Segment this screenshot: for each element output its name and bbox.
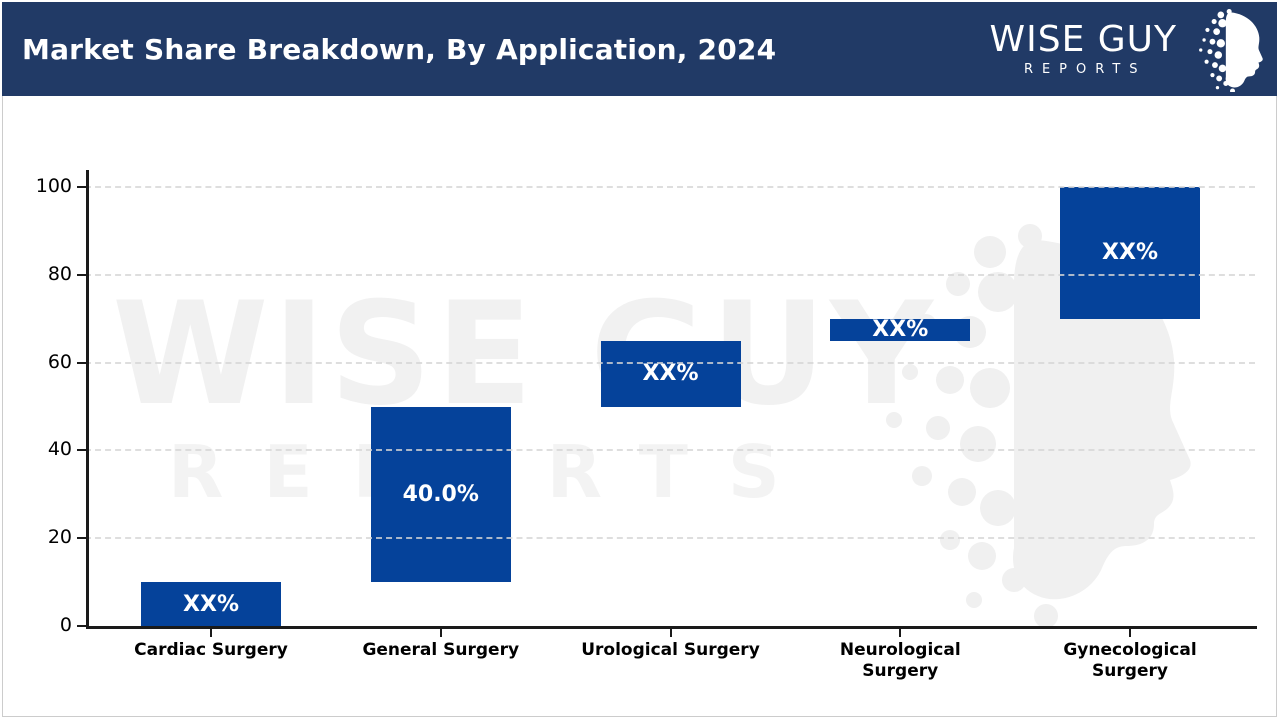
bar: XX%: [1060, 187, 1200, 319]
y-tick-label: 80: [47, 262, 72, 285]
logo-face-icon: [1199, 9, 1263, 92]
gridline-80: [85, 273, 1255, 276]
bar-label: XX%: [872, 317, 929, 343]
y-tick-mark: [77, 449, 86, 452]
gridline-100: [85, 186, 1255, 188]
page-title: Market Share Breakdown, By Application, …: [22, 32, 777, 66]
bar: 40.0%: [370, 406, 511, 583]
x-tick-mark: [669, 629, 672, 637]
watermark-face-icon: [886, 224, 1191, 628]
y-axis-spine: [86, 170, 89, 629]
x-tick-mark: [899, 629, 902, 637]
bar: XX%: [141, 582, 281, 626]
plot-area: XX% 40.0% XX% XX% XX%: [85, 186, 1255, 626]
logo-wordmark: WISE GUY: [989, 18, 1177, 60]
x-tick-mark: [1129, 629, 1131, 637]
gridline-20: [85, 537, 1255, 540]
y-tick-label: 20: [47, 526, 72, 549]
y-tick-mark: [77, 625, 86, 627]
x-category-label: Urological Surgery: [581, 640, 760, 660]
y-tick-label: 0: [59, 614, 72, 636]
header: Market Share Breakdown, By Application, …: [2, 2, 1277, 96]
y-tick-label: 40: [47, 438, 72, 461]
watermark-wordmark: WISE GUY: [112, 272, 937, 437]
logo: WISE GUY REPORTS: [990, 2, 1178, 96]
bar-label: XX%: [642, 361, 699, 387]
x-tick-mark: [210, 629, 212, 637]
bar-label: XX%: [183, 591, 239, 617]
bar: XX%: [830, 317, 971, 343]
x-category-label: Neurological Surgery: [839, 640, 961, 681]
x-category-label: Gynecological Surgery: [1063, 640, 1197, 681]
y-tick-mark: [77, 361, 86, 364]
x-tick-mark: [439, 629, 442, 637]
bar-label: XX%: [1102, 240, 1158, 266]
x-axis-spine: [86, 626, 1257, 629]
gridline-60: [85, 361, 1255, 364]
y-tick-label: 100: [35, 175, 72, 197]
y-tick-mark: [77, 537, 86, 540]
y-tick-label: 60: [47, 350, 72, 373]
gridline-40: [85, 449, 1255, 452]
y-tick-mark: [77, 186, 86, 188]
x-category-label: Cardiac Surgery: [134, 640, 288, 660]
bar-label: 40.0%: [402, 481, 479, 507]
logo-subtitle: REPORTS: [1023, 61, 1147, 77]
y-tick-mark: [77, 273, 86, 276]
x-category-label: General Surgery: [362, 640, 520, 660]
bar: XX%: [600, 340, 741, 407]
